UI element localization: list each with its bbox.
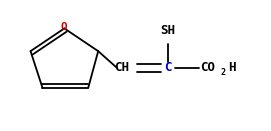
Text: H: H — [228, 61, 236, 74]
Text: SH: SH — [160, 24, 175, 37]
Text: CH: CH — [115, 61, 130, 74]
Text: 2: 2 — [221, 68, 225, 77]
Text: CO: CO — [200, 61, 215, 74]
Text: C: C — [164, 61, 172, 74]
Text: O: O — [61, 22, 68, 32]
